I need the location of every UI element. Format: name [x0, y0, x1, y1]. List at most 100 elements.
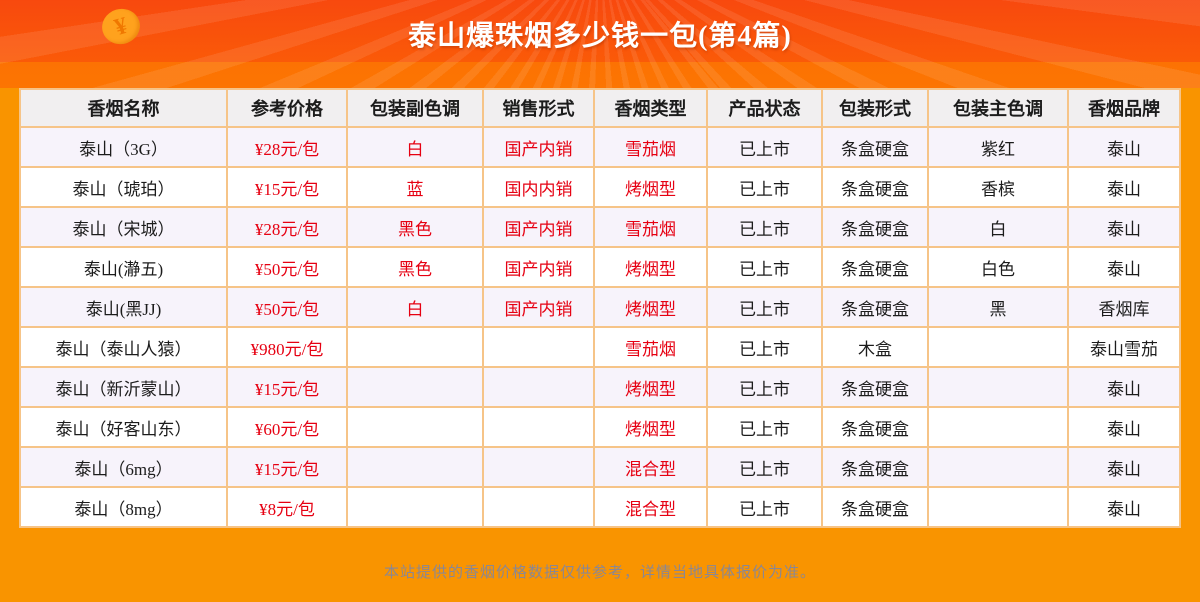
table-row: 泰山（泰山人猿） ¥980元/包 雪茄烟 已上市 木盒 泰山雪茄 — [19, 326, 1181, 368]
column-header-0: 香烟名称 — [19, 88, 228, 128]
header-row: 香烟名称 参考价格 包装副色调 销售形式 香烟类型 产品状态 包装形式 包装主色调 香烟品牌 — [19, 88, 1181, 128]
cell-col5: 已上市 — [706, 446, 823, 488]
column-header-5: 产品状态 — [706, 88, 823, 128]
cell-col1: ¥50元/包 — [226, 286, 348, 328]
cell-col6: 条盒硬盒 — [821, 286, 929, 328]
cell-col8: 泰山 — [1067, 446, 1181, 488]
cell-col3: 国内内销 — [482, 166, 595, 208]
cell-col5: 已上市 — [706, 246, 823, 288]
cell-col2 — [346, 366, 484, 408]
header-banner: ¥ 泰山爆珠烟多少钱一包(第4篇) — [0, 0, 1200, 88]
cell-col7 — [927, 446, 1069, 488]
cell-col7 — [927, 326, 1069, 368]
footer-note: 本站提供的香烟价格数据仅供参考，详情当地具体报价为准。 — [383, 565, 816, 581]
column-header-7: 包装主色调 — [927, 88, 1069, 128]
cell-col6: 条盒硬盒 — [821, 446, 929, 488]
cell-col4: 烤烟型 — [593, 246, 708, 288]
cell-col6: 木盒 — [821, 326, 929, 368]
cell-col8: 泰山 — [1067, 486, 1181, 528]
cell-col0: 泰山（6mg） — [19, 446, 228, 488]
cell-col3: 国产内销 — [482, 126, 595, 168]
cell-col1: ¥28元/包 — [226, 126, 348, 168]
cell-col2: 蓝 — [346, 166, 484, 208]
cell-col3 — [482, 446, 595, 488]
table-row: 泰山（琥珀） ¥15元/包蓝国内内销 烤烟型 已上市 条盒硬盒 香槟 泰山 — [19, 166, 1181, 208]
cell-col5: 已上市 — [706, 366, 823, 408]
cell-col4: 雪茄烟 — [593, 206, 708, 248]
cell-col8: 泰山 — [1067, 406, 1181, 448]
cell-col7: 香槟 — [927, 166, 1069, 208]
cell-col7: 黑 — [927, 286, 1069, 328]
cell-col1: ¥15元/包 — [226, 166, 348, 208]
cell-col6: 条盒硬盒 — [821, 366, 929, 408]
cell-col5: 已上市 — [706, 206, 823, 248]
cell-col8: 泰山 — [1067, 366, 1181, 408]
cell-col8: 泰山 — [1067, 166, 1181, 208]
cell-col0: 泰山（8mg） — [19, 486, 228, 528]
cell-col7: 白色 — [927, 246, 1069, 288]
cell-col5: 已上市 — [706, 406, 823, 448]
cell-col3: 国产内销 — [482, 286, 595, 328]
price-table: 香烟名称 参考价格 包装副色调 销售形式 香烟类型 产品状态 包装形式 包装主色调 香烟品牌 泰… — [19, 88, 1181, 528]
page-title: 泰山爆珠烟多少钱一包(第4篇) — [408, 21, 792, 52]
cell-col2: 黑色 — [346, 206, 484, 248]
column-header-1: 参考价格 — [226, 88, 348, 128]
cell-col4: 烤烟型 — [593, 366, 708, 408]
table-row: 泰山（好客山东） ¥60元/包 烤烟型 已上市 条盒硬盒 泰山 — [19, 406, 1181, 448]
cell-col3 — [482, 486, 595, 528]
cell-col1: ¥15元/包 — [226, 366, 348, 408]
cell-col6: 条盒硬盒 — [821, 206, 929, 248]
cell-col5: 已上市 — [706, 166, 823, 208]
cell-col1: ¥50元/包 — [226, 246, 348, 288]
column-header-8: 香烟品牌 — [1067, 88, 1181, 128]
cell-col7: 紫红 — [927, 126, 1069, 168]
table-row: 泰山（新沂蒙山） ¥15元/包 烤烟型 已上市 条盒硬盒 泰山 — [19, 366, 1181, 408]
cell-col0: 泰山（3G） — [19, 126, 228, 168]
cell-col4: 混合型 — [593, 446, 708, 488]
table-row: 泰山(瀞五) ¥50元/包 黑色 国产内销 烤烟型 已上市 条盒硬盒 白色 泰山 — [19, 246, 1181, 288]
cell-col8: 香烟库 — [1067, 286, 1181, 328]
cell-col5: 已上市 — [706, 326, 823, 368]
cell-col8: 泰山 — [1067, 206, 1181, 248]
cell-col4: 烤烟型 — [593, 286, 708, 328]
cell-col0: 泰山（宋城） — [19, 206, 228, 248]
main-content: 香烟名称 参考价格 包装副色调 销售形式 香烟类型 产品状态 包装形式 包装主色调 香烟品牌 泰… — [0, 88, 1200, 602]
cell-col5: 已上市 — [706, 286, 823, 328]
cell-col7 — [927, 406, 1069, 448]
column-header-6: 包装形式 — [821, 88, 929, 128]
cell-col0: 泰山（新沂蒙山） — [19, 366, 228, 408]
column-header-2: 包装副色调 — [346, 88, 484, 128]
cell-col2 — [346, 486, 484, 528]
cell-col4: 烤烟型 — [593, 406, 708, 448]
cell-col8: 泰山 — [1067, 246, 1181, 288]
table-row: 泰山（3G） ¥28元/包白国产内销 雪茄烟 已上市 条盒硬盒 紫红 泰山 — [19, 126, 1181, 168]
cell-col1: ¥60元/包 — [226, 406, 348, 448]
cell-col0: 泰山（泰山人猿） — [19, 326, 228, 368]
cell-col1: ¥980元/包 — [226, 326, 348, 368]
cell-col4: 雪茄烟 — [593, 126, 708, 168]
cell-col0: 泰山(瀞五) — [19, 246, 228, 288]
cell-col4: 雪茄烟 — [593, 326, 708, 368]
cell-col2: 白 — [346, 286, 484, 328]
cell-col4: 烤烟型 — [593, 166, 708, 208]
cell-col3 — [482, 406, 595, 448]
cell-col2: 黑色 — [346, 246, 484, 288]
cell-col7 — [927, 366, 1069, 408]
cell-col3 — [482, 366, 595, 408]
cell-col2 — [346, 326, 484, 368]
table-row: 泰山（宋城） ¥28元/包 黑色 国产内销 雪茄烟 已上市 条盒硬盒白泰山 — [19, 206, 1181, 248]
cell-col1: ¥8元/包 — [226, 486, 348, 528]
cell-col0: 泰山（好客山东） — [19, 406, 228, 448]
cell-col7: 白 — [927, 206, 1069, 248]
cell-col6: 条盒硬盒 — [821, 126, 929, 168]
column-header-4: 香烟类型 — [593, 88, 708, 128]
cell-col1: ¥15元/包 — [226, 446, 348, 488]
table-row: 泰山(黑JJ) ¥50元/包白国产内销 烤烟型 已上市 条盒硬盒黑香烟库 — [19, 286, 1181, 328]
cell-col3: 国产内销 — [482, 246, 595, 288]
cell-col8: 泰山 — [1067, 126, 1181, 168]
cell-col2 — [346, 446, 484, 488]
cell-col2 — [346, 406, 484, 448]
cell-col6: 条盒硬盒 — [821, 166, 929, 208]
table-row: 泰山（8mg） ¥8元/包 混合型 已上市 条盒硬盒 泰山 — [19, 486, 1181, 528]
cell-col4: 混合型 — [593, 486, 708, 528]
